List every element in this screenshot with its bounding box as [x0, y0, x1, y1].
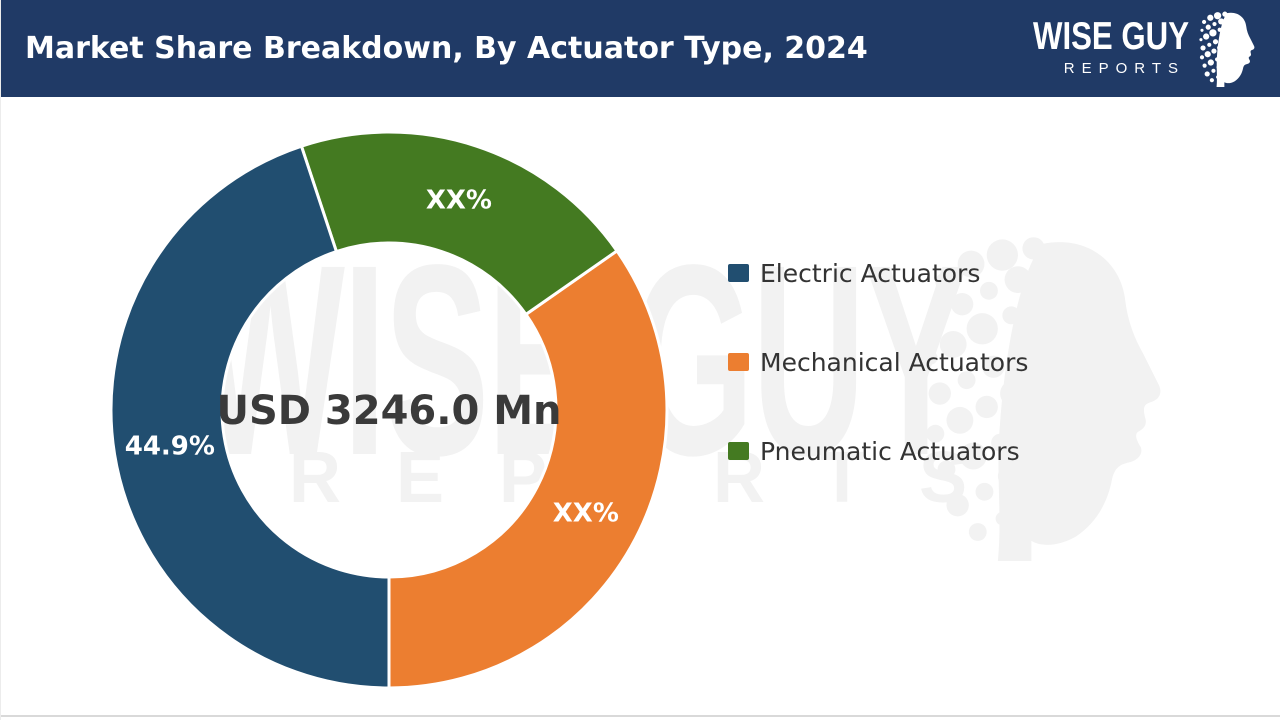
wiseguy-logo: WISE GUY REPORTS [1015, 6, 1265, 92]
donut-center-value: USD 3246.0 Mn [217, 388, 562, 434]
header-bar: Market Share Breakdown, By Actuator Type… [1, 0, 1280, 97]
pie-slice-pneumatic[interactable] [299, 130, 620, 317]
logo-wordmark: WISE GUY [1032, 15, 1189, 58]
page-title: Market Share Breakdown, By Actuator Type… [25, 31, 868, 66]
legend-item-electric[interactable]: Electric Actuators [728, 256, 1028, 290]
legend-label-electric: Electric Actuators [760, 258, 981, 288]
legend-label-mechanical: Mechanical Actuators [760, 347, 1029, 377]
slice-value-label-electric: 44.9% [125, 431, 215, 461]
bottom-divider [1, 715, 1280, 717]
slice-value-label-pneumatic: XX% [426, 185, 492, 215]
chart-legend: Electric Actuators Mechanical Actuators Pn… [728, 256, 1028, 523]
legend-item-pneumatic[interactable]: Pneumatic Actuators [728, 434, 1028, 468]
legend-marker-electric [728, 264, 749, 282]
pie-slice-electric[interactable] [109, 144, 391, 690]
legend-label-pneumatic: Pneumatic Actuators [760, 436, 1020, 466]
legend-item-mechanical[interactable]: Mechanical Actuators [728, 345, 1028, 379]
legend-marker-mechanical [728, 353, 749, 371]
slice-value-label-mechanical: XX% [553, 499, 619, 529]
pie-slice-mechanical[interactable] [387, 248, 669, 690]
legend-marker-pneumatic [728, 442, 749, 460]
logo-reports-text: REPORTS [1063, 60, 1185, 77]
